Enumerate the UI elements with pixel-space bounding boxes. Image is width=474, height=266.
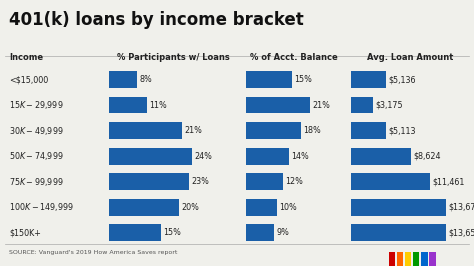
- FancyBboxPatch shape: [246, 173, 283, 190]
- FancyBboxPatch shape: [429, 252, 436, 266]
- FancyBboxPatch shape: [351, 97, 373, 114]
- FancyBboxPatch shape: [246, 71, 292, 88]
- Text: 8%: 8%: [139, 75, 152, 84]
- FancyBboxPatch shape: [246, 122, 301, 139]
- Text: 23%: 23%: [191, 177, 209, 186]
- Text: 18%: 18%: [303, 126, 321, 135]
- Text: SOURCE: Vanguard's 2019 How America Saves report: SOURCE: Vanguard's 2019 How America Save…: [9, 250, 178, 255]
- Text: $150K+: $150K+: [9, 228, 41, 237]
- FancyBboxPatch shape: [109, 71, 137, 88]
- Text: 20%: 20%: [181, 203, 199, 212]
- Text: % of Acct. Balance: % of Acct. Balance: [250, 53, 338, 62]
- Text: $13,675: $13,675: [448, 203, 474, 212]
- Text: 10%: 10%: [279, 203, 297, 212]
- FancyBboxPatch shape: [246, 148, 289, 165]
- Text: $8,624: $8,624: [413, 152, 441, 161]
- FancyBboxPatch shape: [109, 148, 192, 165]
- Text: Avg. Loan Amount: Avg. Loan Amount: [367, 53, 453, 62]
- FancyBboxPatch shape: [109, 122, 182, 139]
- FancyBboxPatch shape: [351, 173, 430, 190]
- Text: 14%: 14%: [292, 152, 309, 161]
- Text: 9%: 9%: [276, 228, 289, 237]
- FancyBboxPatch shape: [405, 252, 411, 266]
- Text: $5,136: $5,136: [389, 75, 416, 84]
- Text: 401(k) loans by income bracket: 401(k) loans by income bracket: [9, 11, 304, 29]
- FancyBboxPatch shape: [246, 97, 310, 114]
- Text: $15K-$29,999: $15K-$29,999: [9, 99, 64, 111]
- FancyBboxPatch shape: [389, 252, 395, 266]
- Text: $75K-$99,999: $75K-$99,999: [9, 176, 64, 188]
- Text: 15%: 15%: [164, 228, 182, 237]
- FancyBboxPatch shape: [109, 173, 189, 190]
- FancyBboxPatch shape: [351, 71, 386, 88]
- FancyBboxPatch shape: [397, 252, 403, 266]
- Text: $30K-$49,999: $30K-$49,999: [9, 124, 64, 137]
- FancyBboxPatch shape: [351, 199, 446, 216]
- Text: $5,113: $5,113: [389, 126, 416, 135]
- Text: 24%: 24%: [195, 152, 213, 161]
- FancyBboxPatch shape: [351, 148, 410, 165]
- Text: Income: Income: [9, 53, 44, 62]
- FancyBboxPatch shape: [109, 199, 179, 216]
- Text: 21%: 21%: [312, 101, 330, 110]
- Text: $13,657: $13,657: [448, 228, 474, 237]
- Text: <$15,000: <$15,000: [9, 75, 49, 84]
- Text: $3,175: $3,175: [375, 101, 403, 110]
- FancyBboxPatch shape: [246, 224, 274, 241]
- FancyBboxPatch shape: [246, 199, 277, 216]
- FancyBboxPatch shape: [109, 224, 161, 241]
- Text: 11%: 11%: [150, 101, 167, 110]
- Text: $100K-$149,999: $100K-$149,999: [9, 201, 74, 213]
- FancyBboxPatch shape: [109, 97, 147, 114]
- FancyBboxPatch shape: [351, 224, 446, 241]
- FancyBboxPatch shape: [413, 252, 419, 266]
- FancyBboxPatch shape: [351, 122, 386, 139]
- FancyBboxPatch shape: [421, 252, 428, 266]
- Text: 12%: 12%: [285, 177, 303, 186]
- Text: 15%: 15%: [294, 75, 312, 84]
- Text: $50K-$74,999: $50K-$74,999: [9, 150, 64, 162]
- Text: $11,461: $11,461: [433, 177, 465, 186]
- Text: 21%: 21%: [184, 126, 202, 135]
- Text: % Participants w/ Loans: % Participants w/ Loans: [117, 53, 229, 62]
